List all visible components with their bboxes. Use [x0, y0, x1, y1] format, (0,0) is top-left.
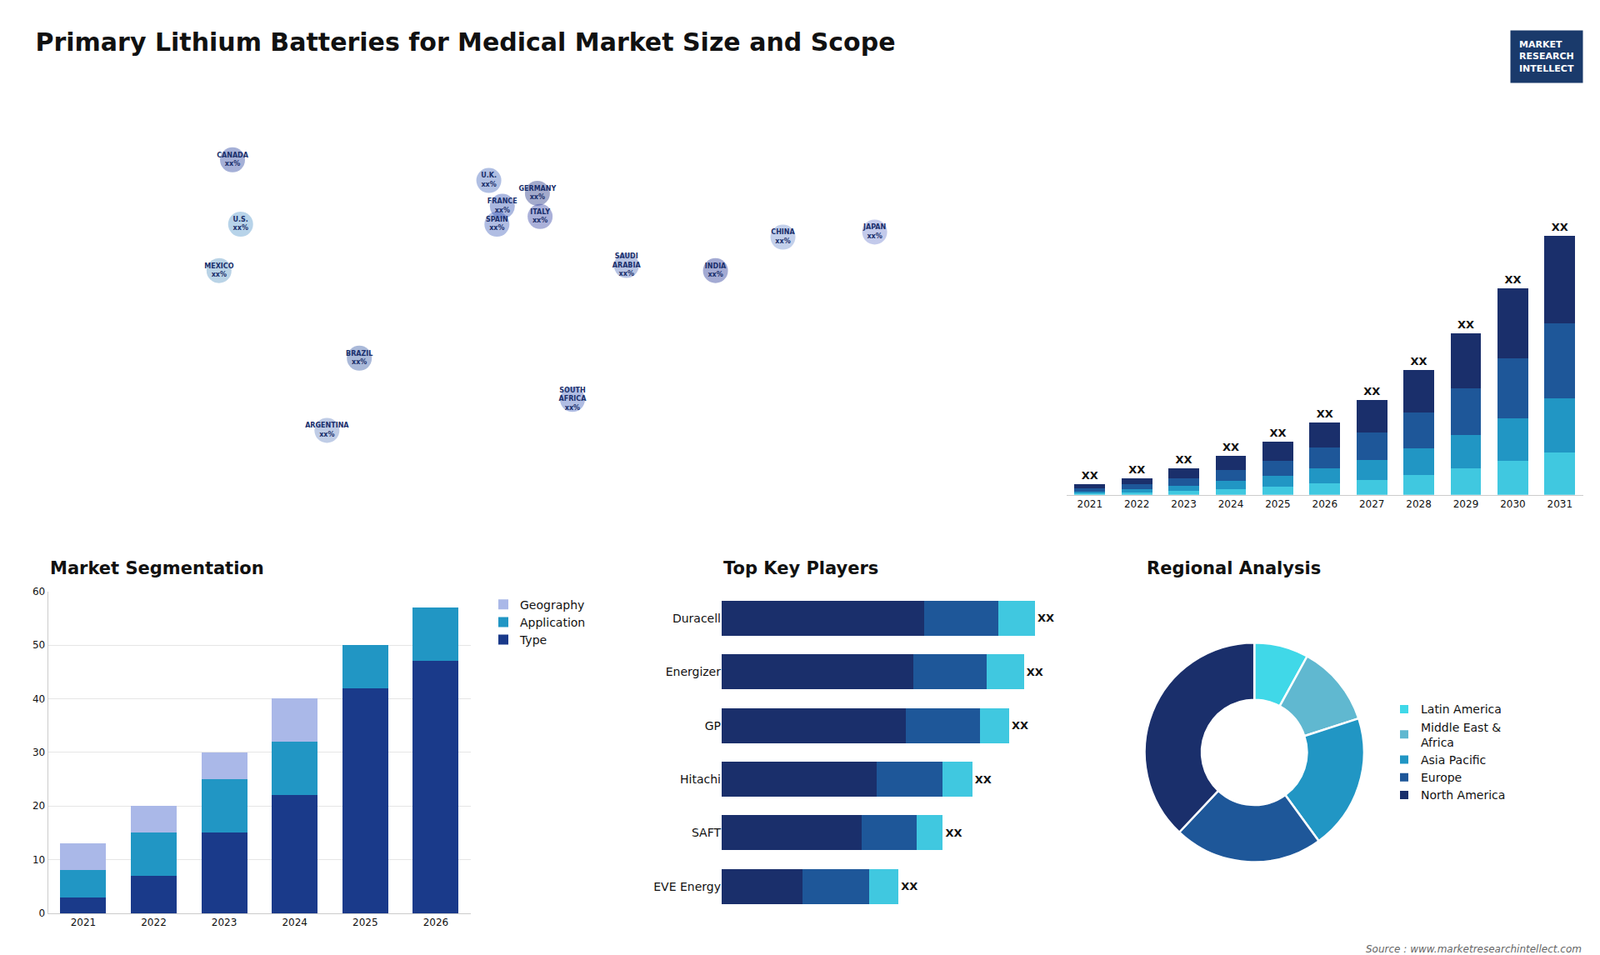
- svg-text:XX: XX: [945, 826, 962, 840]
- svg-text:XX: XX: [1175, 453, 1193, 466]
- svg-text:ITALYxx%: ITALYxx%: [530, 208, 550, 225]
- svg-text:50: 50: [32, 639, 45, 651]
- svg-text:XX: XX: [1457, 318, 1475, 331]
- svg-text:XX: XX: [1037, 611, 1055, 625]
- svg-text:XX: XX: [1504, 273, 1521, 286]
- svg-text:Energizer: Energizer: [665, 665, 722, 679]
- svg-text:XX: XX: [900, 880, 918, 893]
- svg-text:North America: North America: [1420, 788, 1505, 802]
- svg-text:U.K.xx%: U.K.xx%: [480, 171, 497, 188]
- svg-text:ARGENTINAxx%: ARGENTINAxx%: [305, 421, 350, 438]
- svg-text:Market Segmentation: Market Segmentation: [50, 558, 265, 579]
- svg-text:2027: 2027: [1359, 498, 1385, 510]
- svg-text:Primary Lithium Batteries for: Primary Lithium Batteries for Medical Ma…: [35, 27, 896, 57]
- svg-text:Middle East &Africa: Middle East &Africa: [1420, 720, 1501, 750]
- svg-text:SAUDIARABIAxx%: SAUDIARABIAxx%: [612, 252, 642, 278]
- svg-text:SOUTHAFRICAxx%: SOUTHAFRICAxx%: [559, 386, 588, 412]
- svg-text:XX: XX: [1222, 440, 1240, 454]
- svg-text:2026: 2026: [423, 916, 450, 929]
- svg-text:10: 10: [32, 854, 45, 866]
- svg-text:XX: XX: [1026, 665, 1044, 679]
- svg-text:40: 40: [32, 693, 45, 705]
- svg-text:Source : www.marketresearchint: Source : www.marketresearchintellect.com: [1365, 943, 1582, 955]
- svg-text:XX: XX: [975, 773, 992, 786]
- svg-text:CHINAxx%: CHINAxx%: [770, 228, 795, 245]
- svg-text:SPAINxx%: SPAINxx%: [485, 215, 509, 232]
- svg-text:2022: 2022: [140, 916, 167, 929]
- svg-text:GERMANYxx%: GERMANYxx%: [518, 185, 556, 201]
- svg-text:Latin America: Latin America: [1420, 702, 1502, 716]
- svg-text:2029: 2029: [1453, 498, 1480, 510]
- svg-text:XX: XX: [1081, 469, 1099, 482]
- svg-text:Europe: Europe: [1420, 770, 1462, 785]
- svg-text:2031: 2031: [1547, 498, 1574, 510]
- svg-text:MARKETRESEARCHINTELLECT: MARKETRESEARCHINTELLECT: [1519, 39, 1575, 75]
- svg-text:XX: XX: [1410, 355, 1428, 368]
- svg-text:Asia Pacific: Asia Pacific: [1420, 753, 1486, 767]
- svg-text:2025: 2025: [352, 916, 379, 929]
- svg-text:30: 30: [32, 746, 45, 759]
- svg-text:XX: XX: [1269, 426, 1286, 440]
- svg-text:SAFT: SAFT: [691, 825, 722, 840]
- svg-text:2025: 2025: [1265, 498, 1291, 510]
- svg-text:2022: 2022: [1124, 498, 1150, 510]
- svg-text:XX: XX: [1316, 407, 1334, 420]
- svg-text:GP: GP: [705, 719, 721, 733]
- svg-text:XX: XX: [1551, 220, 1569, 234]
- svg-text:Geography: Geography: [520, 598, 585, 612]
- svg-text:XX: XX: [1128, 463, 1145, 476]
- svg-text:2028: 2028: [1405, 498, 1432, 510]
- svg-text:20: 20: [32, 800, 45, 812]
- svg-text:Type: Type: [519, 633, 547, 647]
- svg-text:INDIAxx%: INDIAxx%: [705, 262, 727, 279]
- svg-text:Hitachi: Hitachi: [680, 772, 721, 786]
- svg-text:2023: 2023: [1170, 498, 1197, 510]
- svg-text:BRAZILxx%: BRAZILxx%: [345, 350, 373, 366]
- svg-text:2023: 2023: [211, 916, 238, 929]
- svg-text:Top Key Players: Top Key Players: [723, 558, 879, 579]
- svg-text:2026: 2026: [1312, 498, 1339, 510]
- svg-text:FRANCExx%: FRANCExx%: [487, 197, 518, 214]
- svg-text:Duracell: Duracell: [672, 611, 721, 625]
- svg-text:XX: XX: [1363, 385, 1380, 398]
- svg-text:0: 0: [39, 907, 46, 920]
- svg-text:JAPANxx%: JAPANxx%: [862, 223, 886, 240]
- svg-text:XX: XX: [1011, 719, 1029, 732]
- svg-text:Application: Application: [520, 615, 585, 630]
- svg-text:MEXICOxx%: MEXICOxx%: [204, 262, 234, 279]
- svg-text:2024: 2024: [281, 916, 308, 929]
- svg-text:Regional Analysis: Regional Analysis: [1146, 558, 1321, 579]
- svg-text:U.S.xx%: U.S.xx%: [233, 215, 249, 232]
- svg-text:2021: 2021: [1077, 498, 1104, 510]
- svg-text:CANADAxx%: CANADAxx%: [216, 151, 250, 168]
- svg-text:2021: 2021: [70, 916, 97, 929]
- svg-text:2024: 2024: [1218, 498, 1245, 510]
- svg-text:EVE Energy: EVE Energy: [653, 880, 721, 894]
- svg-text:2030: 2030: [1500, 498, 1526, 510]
- svg-text:60: 60: [32, 585, 45, 598]
